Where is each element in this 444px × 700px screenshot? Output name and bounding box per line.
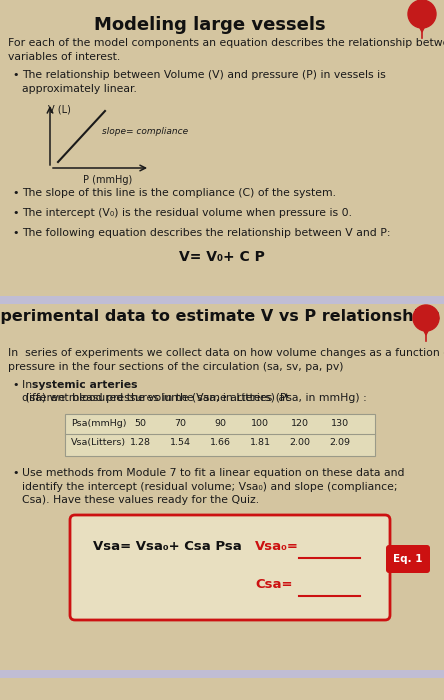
Text: 2.00: 2.00 (289, 438, 310, 447)
Text: 1.54: 1.54 (170, 438, 190, 447)
Bar (0, 670, 444, 678)
Text: 50: 50 (134, 419, 146, 428)
Text: •: • (12, 468, 19, 478)
Text: Csa=: Csa= (255, 578, 293, 591)
Text: Use methods from Module 7 to fit a linear equation on these data and
identify th: Use methods from Module 7 to fit a linea… (22, 468, 404, 505)
Circle shape (408, 0, 436, 28)
Text: (sa) we measured the volume (Vsa, in Litters) at: (sa) we measured the volume (Vsa, in Lit… (22, 393, 289, 403)
Text: P (mmHg): P (mmHg) (83, 175, 133, 185)
Text: •: • (12, 188, 19, 198)
Text: The intercept (V₀) is the residual volume when pressure is 0.: The intercept (V₀) is the residual volum… (22, 208, 352, 218)
Text: slope= compliance: slope= compliance (102, 127, 188, 136)
Text: 100: 100 (251, 419, 269, 428)
Text: 130: 130 (331, 419, 349, 428)
Text: 90: 90 (214, 419, 226, 428)
Text: In  series of experiments we collect data on how volume changes as a function of: In series of experiments we collect data… (8, 348, 444, 372)
Text: Eq. 1: Eq. 1 (393, 554, 423, 564)
Text: Vsa₀=: Vsa₀= (255, 540, 299, 553)
Text: Modeling large vessels: Modeling large vessels (94, 16, 326, 34)
Text: V= V₀+ C P: V= V₀+ C P (179, 250, 265, 264)
Polygon shape (419, 26, 425, 32)
Text: systemic arteries: systemic arteries (32, 380, 138, 390)
Text: 1.81: 1.81 (250, 438, 270, 447)
Text: V (L): V (L) (48, 105, 71, 115)
Polygon shape (423, 329, 429, 335)
Text: 1.28: 1.28 (130, 438, 151, 447)
Text: For each of the model components an equation describes the relationship between
: For each of the model components an equa… (8, 38, 444, 62)
FancyBboxPatch shape (70, 515, 390, 620)
Text: Experimental data to estimate V vs P relationships: Experimental data to estimate V vs P rel… (0, 309, 440, 324)
Text: 120: 120 (291, 419, 309, 428)
Text: Vsa(Litters): Vsa(Litters) (71, 438, 126, 447)
Text: In: In (22, 380, 36, 390)
Text: different blood pressures in the same arteries (Psa, in mmHg) :: different blood pressures in the same ar… (22, 393, 367, 403)
Text: 70: 70 (174, 419, 186, 428)
Text: •: • (12, 380, 19, 390)
Text: The slope of this line is the compliance (C) of the system.: The slope of this line is the compliance… (22, 188, 336, 198)
Text: •: • (12, 208, 19, 218)
Text: In systemic arteries: In systemic arteries (22, 380, 129, 390)
FancyBboxPatch shape (386, 545, 430, 573)
Text: The following equation describes the relationship between V and P:: The following equation describes the rel… (22, 228, 391, 238)
Text: 1.66: 1.66 (210, 438, 230, 447)
Text: The relationship between Volume (V) and pressure (P) in vessels is
approximately: The relationship between Volume (V) and … (22, 70, 386, 94)
Bar (0, 296, 444, 304)
Text: •: • (12, 70, 19, 80)
Text: Psa(mmHg): Psa(mmHg) (71, 419, 127, 428)
FancyBboxPatch shape (65, 414, 375, 456)
Text: 2.09: 2.09 (329, 438, 350, 447)
Text: Vsa= Vsa₀+ Csa Psa: Vsa= Vsa₀+ Csa Psa (93, 540, 242, 553)
Circle shape (413, 305, 439, 331)
Text: •: • (12, 228, 19, 238)
